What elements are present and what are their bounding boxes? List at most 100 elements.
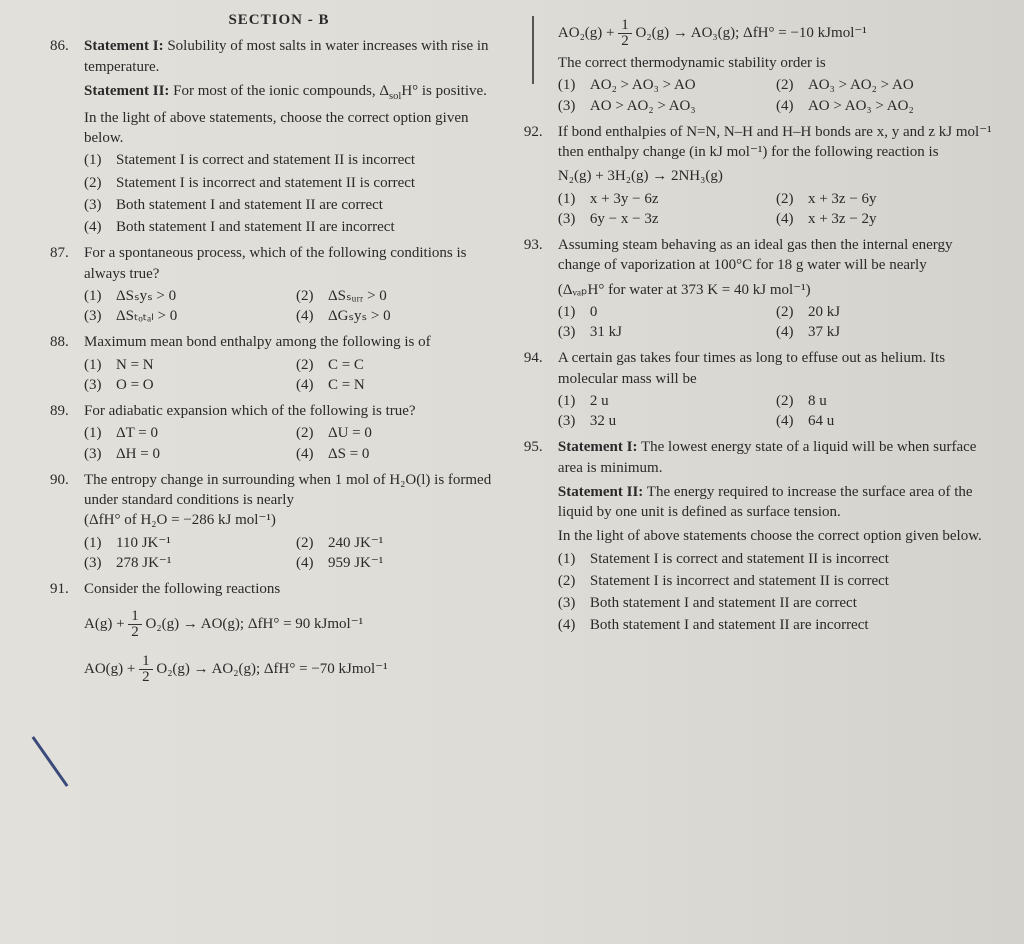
option-number: (1)	[558, 75, 590, 95]
question-text: The entropy change in surrounding when 1…	[84, 470, 508, 511]
question-text: Consider the following reactions	[84, 579, 508, 599]
option-3: (3)O = O	[84, 375, 296, 395]
option-text: Both statement I and statement II are co…	[116, 195, 383, 215]
option-3: (3)Both statement I and statement II are…	[558, 593, 994, 613]
option-text: 110 JK⁻¹	[116, 533, 171, 553]
option-3: (3)Both statement I and statement II are…	[84, 195, 508, 215]
option-number: (4)	[296, 444, 328, 464]
option-number: (3)	[84, 306, 116, 326]
option-text: 2 u	[590, 391, 609, 411]
equation-1: A(g) + 12 O₂(g) → AO(g); ΔfH° = 90 kJmol…	[84, 609, 508, 640]
option-number: (1)	[84, 533, 116, 553]
option-number: (2)	[776, 302, 808, 322]
question-88: 88. Maximum mean bond enthalpy among the…	[50, 332, 508, 395]
options: (1)N = N (2)C = C (3)O = O (4)C = N	[84, 355, 508, 396]
question-91: 91. Consider the following reactions A(g…	[50, 579, 508, 685]
options: (1)ΔT = 0 (2)ΔU = 0 (3)ΔH = 0 (4)ΔS = 0	[84, 423, 508, 464]
options: (1)AO₂ > AO₃ > AO (2)AO₃ > AO₂ > AO (3)A…	[558, 75, 994, 116]
option-text: ΔSₛᵤᵣᵣ > 0	[328, 286, 387, 306]
eq-part: AO(g) +	[84, 661, 139, 677]
question-lead: In the light of above statements choose …	[558, 526, 994, 546]
option-text: C = C	[328, 355, 364, 375]
question-lead: The correct thermodynamic stability orde…	[558, 53, 994, 73]
option-4: (4)AO > AO₃ > AO₂	[776, 96, 994, 116]
option-text: Statement I is incorrect and statement I…	[116, 173, 415, 193]
option-4: (4)Both statement I and statement II are…	[84, 217, 508, 237]
option-number: (1)	[84, 286, 116, 306]
question-number: 94.	[524, 348, 558, 431]
pen-slash	[32, 736, 69, 787]
denominator: 2	[128, 625, 142, 640]
question-body: For adiabatic expansion which of the fol…	[84, 401, 508, 464]
option-1: (1)x + 3y − 6z	[558, 189, 776, 209]
statement-2-label: Statement II:	[84, 83, 169, 99]
option-3: (3)6y − x − 3z	[558, 209, 776, 229]
option-text: ΔT = 0	[116, 423, 158, 443]
question-text: A certain gas takes four times as long t…	[558, 348, 994, 389]
option-number: (1)	[558, 189, 590, 209]
options: (1)0 (2)20 kJ (3)31 kJ (4)37 kJ	[558, 302, 994, 343]
left-column: SECTION - B 86. Statement I: Solubility …	[50, 10, 508, 685]
option-3: (3)32 u	[558, 411, 776, 431]
statement-2-text: For most of the ionic compounds, Δ	[173, 83, 389, 99]
option-number: (4)	[776, 209, 808, 229]
question-90: 90. The entropy change in surrounding wh…	[50, 470, 508, 573]
option-1: (1)Statement I is correct and statement …	[558, 549, 994, 569]
question-number: 86.	[50, 36, 84, 237]
option-text: C = N	[328, 375, 365, 395]
eq-part: O₂(g) → AO(g); ΔfH° = 90 kJmol⁻¹	[142, 616, 363, 632]
option-number: (3)	[558, 322, 590, 342]
question-body: Consider the following reactions A(g) + …	[84, 579, 508, 685]
option-text: Both statement I and statement II are in…	[116, 217, 395, 237]
two-column-layout: SECTION - B 86. Statement I: Solubility …	[50, 10, 994, 685]
question-text: If bond enthalpies of N=N, N–H and H–H b…	[558, 122, 994, 163]
question-text: For adiabatic expansion which of the fol…	[84, 401, 508, 421]
option-1: (1)110 JK⁻¹	[84, 533, 296, 553]
option-2: (2)ΔU = 0	[296, 423, 508, 443]
option-number: (4)	[558, 615, 590, 635]
question-number: 92.	[524, 122, 558, 229]
option-text: x + 3z − 6y	[808, 189, 877, 209]
statement-1-label: Statement I:	[558, 439, 638, 455]
question-number: 95.	[524, 437, 558, 635]
question-number: 90.	[50, 470, 84, 573]
option-text: 6y − x − 3z	[590, 209, 659, 229]
option-4: (4)64 u	[776, 411, 994, 431]
option-3: (3)ΔH = 0	[84, 444, 296, 464]
statement-2: Statement II: The energy required to inc…	[558, 482, 994, 523]
question-87: 87. For a spontaneous process, which of …	[50, 243, 508, 326]
option-text: AO₃ > AO₂ > AO	[808, 75, 914, 95]
option-2: (2)AO₃ > AO₂ > AO	[776, 75, 994, 95]
numerator: 1	[139, 654, 153, 670]
option-1: (1)ΔSₛyₛ > 0	[84, 286, 296, 306]
column-divider	[532, 16, 534, 84]
option-text: 64 u	[808, 411, 834, 431]
option-text: ΔU = 0	[328, 423, 372, 443]
statement-1-label: Statement I:	[84, 38, 164, 54]
exam-page: SECTION - B 86. Statement I: Solubility …	[0, 0, 1024, 944]
option-1: (1)ΔT = 0	[84, 423, 296, 443]
option-number: (3)	[84, 444, 116, 464]
statement-1: Statement I: The lowest energy state of …	[558, 437, 994, 478]
option-2: (2)ΔSₛᵤᵣᵣ > 0	[296, 286, 508, 306]
option-text: ΔSₜₒₜₐₗ > 0	[116, 306, 177, 326]
option-1: (1)0	[558, 302, 776, 322]
option-number: (4)	[84, 217, 116, 237]
option-3: (3)AO > AO₂ > AO₃	[558, 96, 776, 116]
question-body: Maximum mean bond enthalpy among the fol…	[84, 332, 508, 395]
option-number: (1)	[558, 302, 590, 322]
option-4: (4)C = N	[296, 375, 508, 395]
option-number: (1)	[84, 355, 116, 375]
option-text: 278 JK⁻¹	[116, 553, 171, 573]
option-2: (2)Statement I is incorrect and statemen…	[558, 571, 994, 591]
option-number: (4)	[776, 96, 808, 116]
option-text: 0	[590, 302, 598, 322]
eq-part: AO₂(g) +	[558, 25, 618, 41]
question-body: For a spontaneous process, which of the …	[84, 243, 508, 326]
equation-2: AO(g) + 12 O₂(g) → AO₂(g); ΔfH° = −70 kJ…	[84, 654, 508, 685]
option-number: (2)	[776, 189, 808, 209]
right-column: AO₂(g) + 12 O₂(g) → AO₃(g); ΔfH° = −10 k…	[558, 10, 994, 685]
option-number: (4)	[776, 411, 808, 431]
option-number: (3)	[558, 209, 590, 229]
question-text: Assuming steam behaving as an ideal gas …	[558, 235, 994, 276]
